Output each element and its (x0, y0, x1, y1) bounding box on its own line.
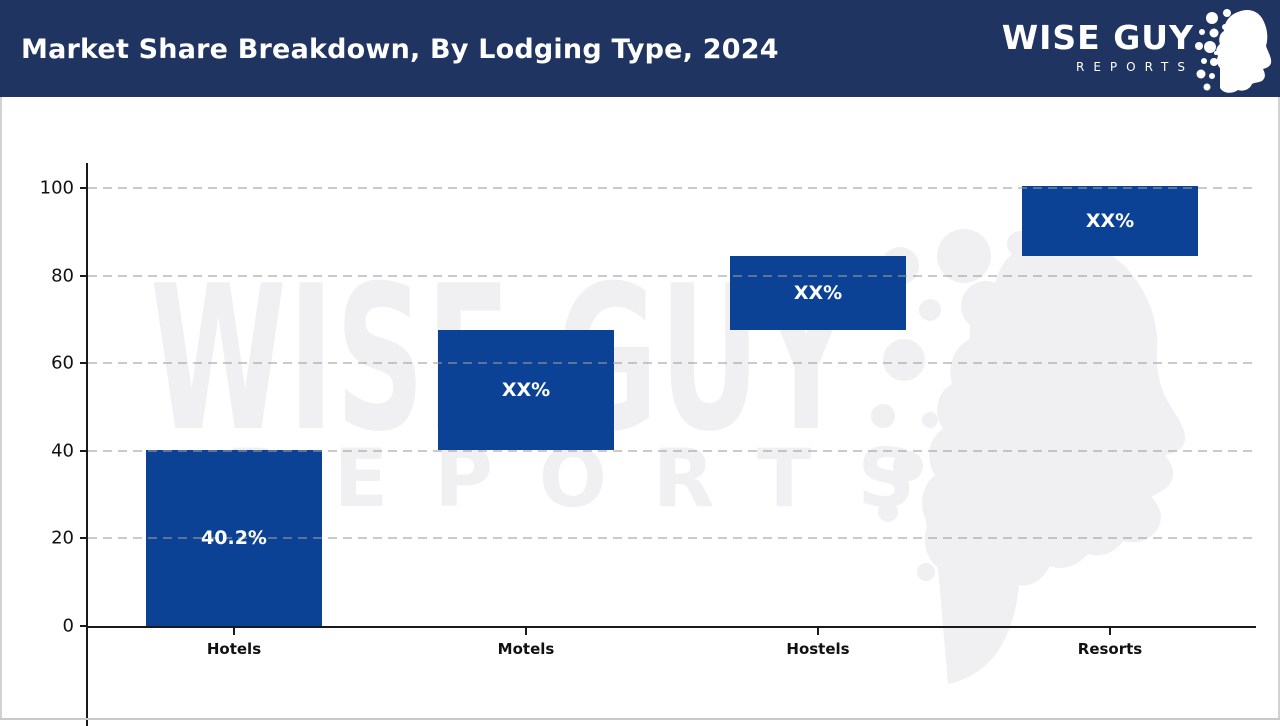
x-category-label-motels: Motels (497, 640, 555, 658)
gridline-60 (88, 362, 1254, 365)
brand-logo: WISE GUY REPORTS (1002, 4, 1272, 94)
watermark-subtitle: REPORTS (226, 432, 962, 525)
x-tick-mark-hotels (233, 628, 235, 635)
page-title: Market Share Breakdown, By Lodging Type,… (21, 34, 779, 65)
x-category-label-hostels: Hostels (786, 640, 850, 658)
page-border-bottom (0, 718, 1280, 720)
brand-text: WISE GUY REPORTS (1002, 20, 1194, 76)
gridline-80 (88, 274, 1254, 277)
bar-value-label-motels: XX% (501, 379, 551, 402)
x-tick-mark-resorts (1109, 628, 1111, 635)
bar-segment-resorts (1022, 186, 1198, 256)
y-tick-label-0: 0 (62, 615, 74, 637)
brand-head-icon (1195, 9, 1272, 93)
y-tick-mark-20 (80, 537, 88, 540)
x-category-label-resorts: Resorts (1077, 640, 1143, 658)
x-tick-mark-motels (525, 628, 527, 635)
y-tick-mark-60 (80, 362, 88, 365)
y-tick-label-20: 20 (51, 527, 74, 549)
y-tick-label-100: 100 (39, 177, 74, 199)
brand-wordmark: WISE GUY (1001, 18, 1194, 57)
bar-segment-hostels (730, 255, 906, 331)
gridline-20 (88, 537, 1254, 540)
x-tick-mark-hostels (817, 628, 819, 635)
brand-subtitle: REPORTS (1075, 60, 1194, 74)
y-axis-spine (86, 163, 88, 726)
page-border-right (1278, 97, 1280, 720)
gridline-40 (88, 449, 1254, 452)
y-tick-label-40: 40 (51, 440, 74, 462)
y-tick-mark-0 (80, 625, 88, 627)
chart-area: WISE GUY REPORTS 40.2% Hotels XX% Mot (0, 97, 1280, 726)
gridline-100 (88, 187, 1254, 189)
bar-value-label-resorts: XX% (1085, 210, 1135, 233)
y-tick-mark-40 (80, 449, 88, 452)
bar-segment-motels (438, 330, 614, 450)
page-border-left (0, 97, 2, 720)
y-tick-mark-100 (80, 187, 88, 189)
x-category-label-hotels: Hotels (206, 640, 262, 658)
y-tick-label-80: 80 (51, 265, 74, 287)
y-tick-mark-80 (80, 274, 88, 277)
header: Market Share Breakdown, By Lodging Type,… (0, 0, 1280, 97)
bar-value-label-hotels: 40.2% (201, 526, 267, 549)
x-axis-spine (86, 626, 1256, 628)
bar-value-label-hostels: XX% (793, 282, 843, 305)
y-tick-label-60: 60 (51, 352, 74, 374)
